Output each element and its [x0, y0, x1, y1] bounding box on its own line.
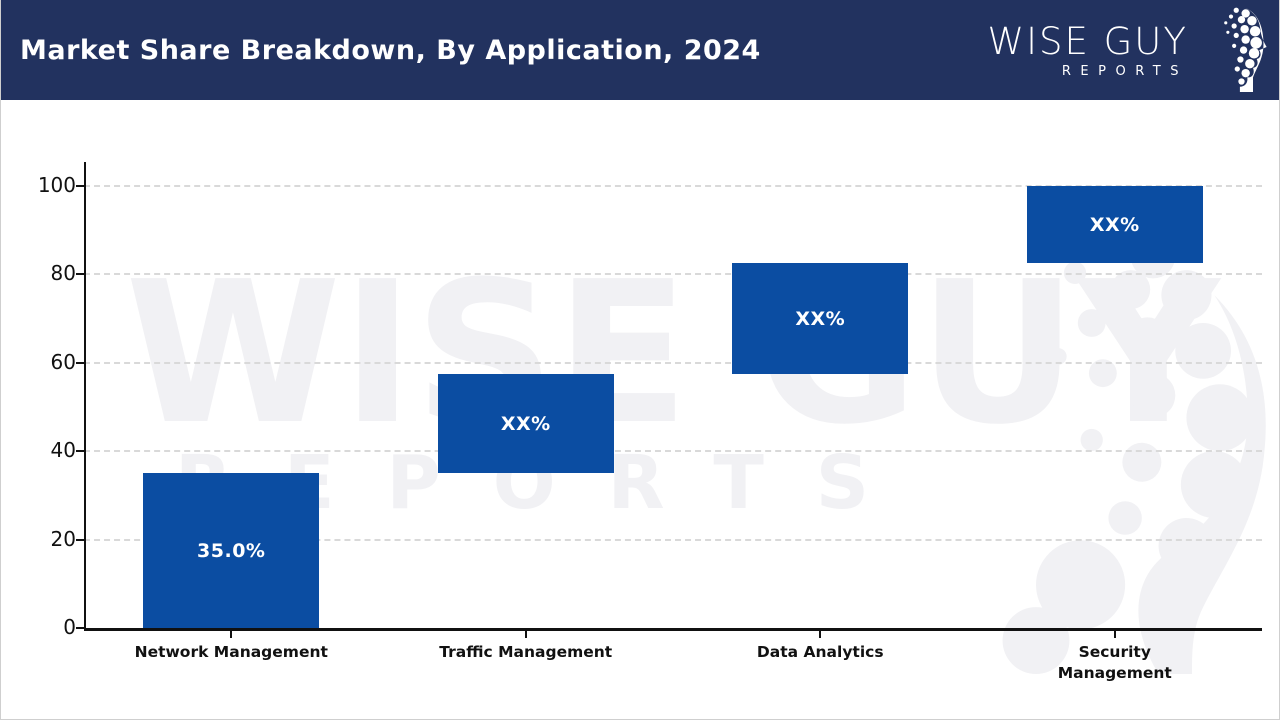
x-category-label: Network Management: [134, 643, 328, 661]
y-tick-20: [76, 538, 84, 541]
y-tick-label-20: 20: [50, 526, 76, 551]
y-tick-100: [76, 185, 84, 187]
bar-1: XX%: [437, 373, 614, 474]
gridline-100: [84, 185, 1262, 187]
watermark-dotted-head-icon: [880, 200, 1270, 684]
brand-name: WISE GUY: [987, 19, 1188, 63]
brand-logo: WISE GUY REPORTS: [988, 4, 1280, 96]
bar-value-label: XX%: [500, 412, 551, 435]
bar-value-label: 35.0%: [197, 539, 266, 562]
chart-title: Market Share Breakdown, By Application, …: [20, 34, 761, 66]
x-axis-line: [84, 628, 1262, 631]
y-tick-label-80: 80: [50, 261, 76, 286]
x-tick-2: [819, 631, 822, 638]
y-tick-60: [76, 361, 84, 364]
brand-wordmark: WISE GUY REPORTS: [988, 23, 1188, 78]
x-tick-1: [524, 631, 527, 638]
gridline-20: [84, 538, 1262, 541]
y-tick-80: [76, 273, 84, 276]
gridline-60: [84, 361, 1262, 364]
bar-value-label: XX%: [1089, 213, 1140, 236]
bar-value-label: XX%: [795, 307, 846, 330]
chart-area: WISE GUY REPORTS 0 20 40 60 80 100 35.0% Networ…: [0, 100, 1280, 720]
bar-2: XX%: [732, 263, 909, 374]
y-axis-line: [84, 162, 86, 631]
x-tick-3: [1113, 631, 1116, 638]
y-tick-40: [76, 450, 84, 453]
gridline-40: [84, 450, 1262, 453]
header-band: Market Share Breakdown, By Application, …: [0, 0, 1280, 100]
y-tick-0: [76, 627, 84, 629]
gridline-80: [84, 273, 1262, 276]
y-tick-label-60: 60: [50, 349, 76, 374]
bar-3: XX%: [1026, 186, 1203, 264]
x-category-label: Traffic Management: [439, 643, 613, 661]
dotted-head-logo-icon: [1192, 4, 1270, 96]
y-tick-label-100: 100: [37, 173, 76, 197]
x-category-label: Security Management: [1057, 643, 1172, 682]
y-tick-label-40: 40: [50, 438, 76, 463]
brand-subtitle: REPORTS: [1061, 63, 1188, 79]
x-category-label: Data Analytics: [756, 643, 884, 661]
x-tick-0: [230, 631, 233, 638]
bar-0: 35.0%: [143, 473, 320, 628]
y-tick-label-0: 0: [63, 615, 76, 639]
